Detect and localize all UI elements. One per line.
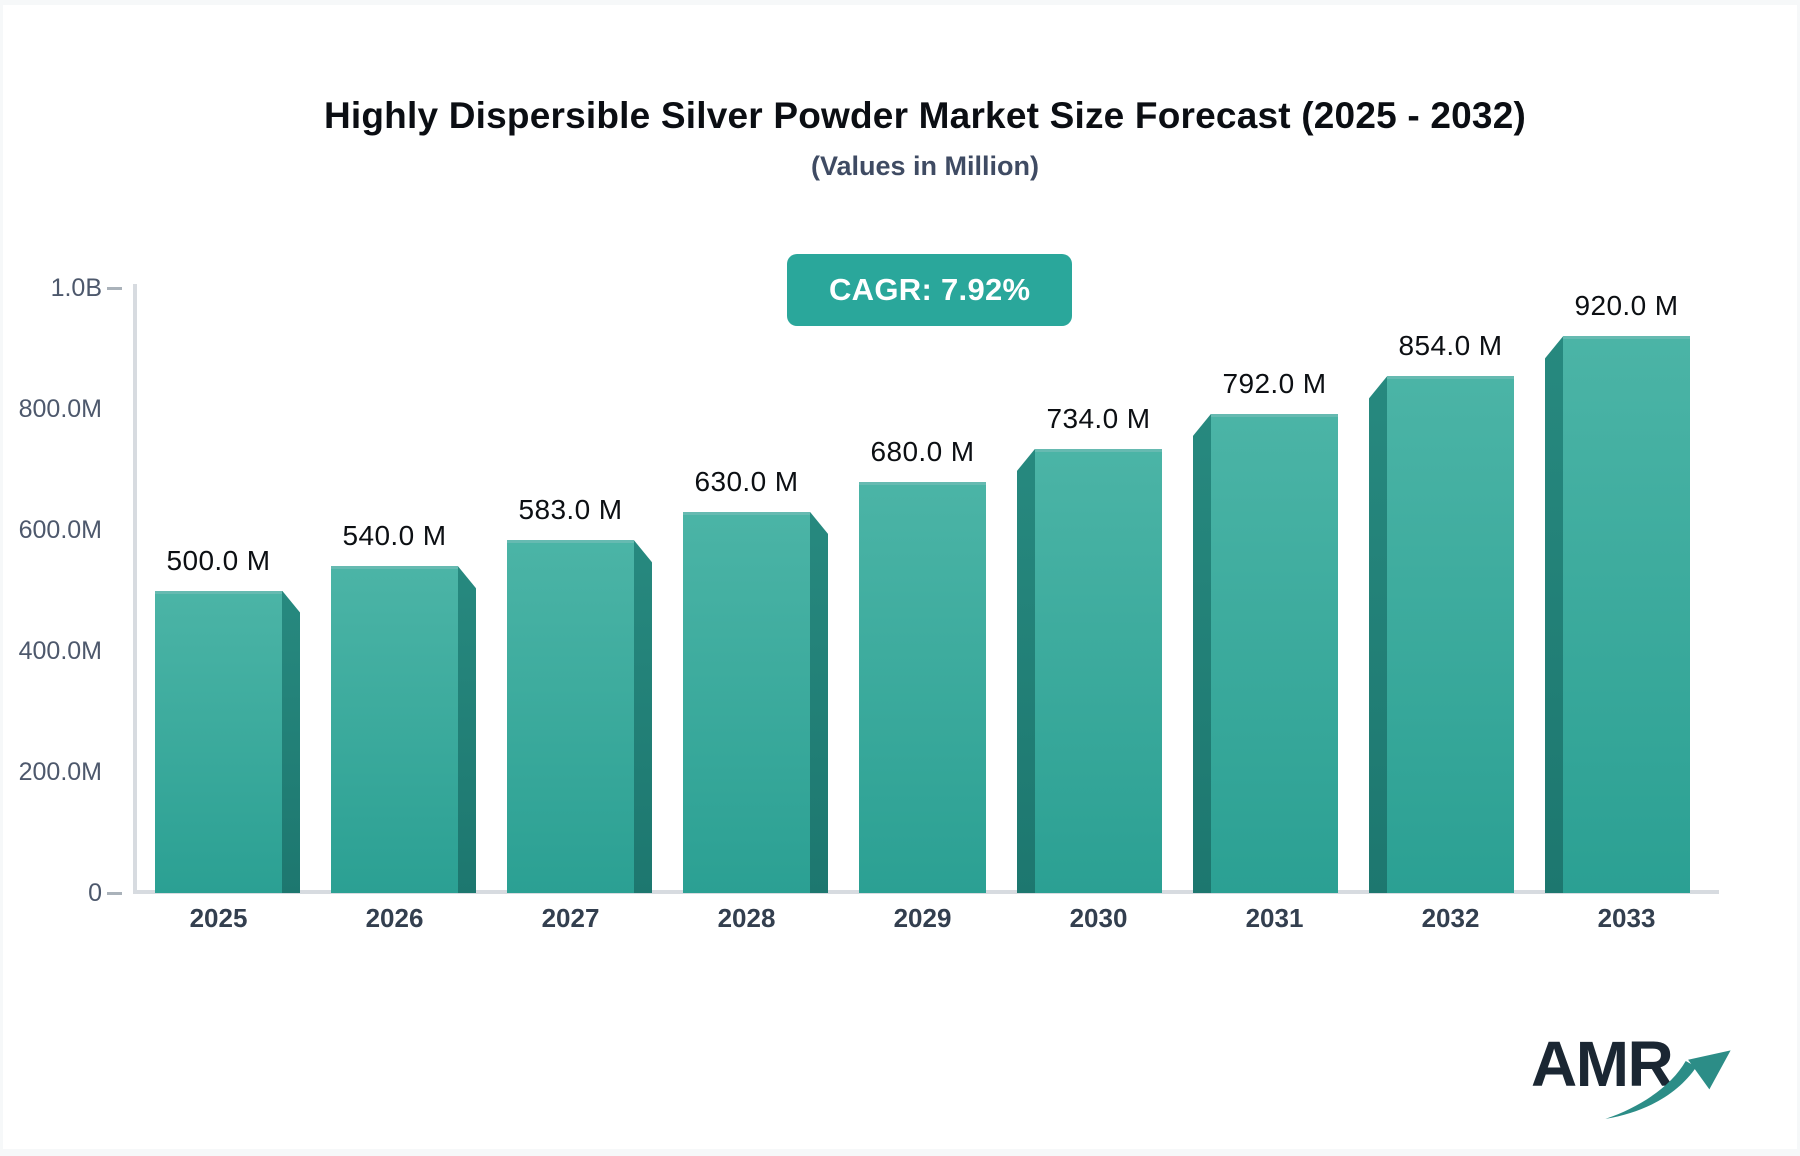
bar-side-panel-2032 <box>1369 376 1387 893</box>
bar-side-panel-2033 <box>1545 336 1563 893</box>
bar-value-label-2029: 680.0 M <box>870 435 975 467</box>
bar-2032 <box>1387 376 1514 893</box>
x-axis-label-2025: 2025 <box>189 903 248 933</box>
amr-logo: AMR <box>1531 1027 1741 1127</box>
bar-value-label-2031: 792.0 M <box>1222 367 1327 399</box>
y-tick-mark-0 <box>107 891 122 895</box>
chart-subtitle: (Values in Million) <box>810 151 1040 181</box>
chart-header: Highly Dispersible Silver Powder Market … <box>3 5 1797 181</box>
y-tick-label-600.0M: 600.0M <box>18 516 102 544</box>
bar-2025 <box>155 590 282 893</box>
x-axis-label-2030: 2030 <box>1069 903 1128 933</box>
y-tick-mark-1.0B <box>107 286 122 290</box>
bar-2028 <box>683 511 810 893</box>
bar-side-panel-2030 <box>1017 448 1035 893</box>
bar-side-panel-2028 <box>810 511 828 893</box>
bar-side-panel-2031 <box>1193 413 1211 893</box>
bar-2033 <box>1563 336 1690 893</box>
chart-title: Highly Dispersible Silver Powder Market … <box>323 95 1526 136</box>
bar-2030 <box>1035 448 1162 893</box>
bar-value-label-2027: 583.0 M <box>518 494 623 526</box>
growth-arrow-icon <box>1605 1050 1731 1119</box>
bar-2026 <box>331 566 458 893</box>
bar-value-label-2025: 500.0 M <box>166 544 271 576</box>
y-tick-label-400.0M: 400.0M <box>18 637 102 665</box>
x-axis-label-2027: 2027 <box>541 903 600 933</box>
bar-2031 <box>1211 413 1338 893</box>
bar-2027 <box>507 540 634 893</box>
bar-value-label-2028: 630.0 M <box>694 465 799 497</box>
y-tick-label-0: 0 <box>88 879 102 907</box>
bar-value-label-2032: 854.0 M <box>1398 330 1503 362</box>
amr-logo-text: AMR <box>1531 1028 1674 1100</box>
bar-2029 <box>859 481 986 893</box>
cagr-badge: CAGR: 7.92% <box>787 254 1073 326</box>
bar-side-panel-2027 <box>634 540 652 893</box>
x-axis-label-2033: 2033 <box>1597 903 1656 933</box>
chart-canvas: Highly Dispersible Silver Powder Market … <box>3 5 1797 1149</box>
bar-chart-plot: 1.0B 800.0M 600.0M 400.0M 200.0M 0 500.0 M 2025… <box>3 5 1797 1149</box>
y-tick-label-1.0B: 1.0B <box>50 274 102 302</box>
x-axis-label-2028: 2028 <box>717 903 776 933</box>
x-axis-label-2029: 2029 <box>893 903 952 933</box>
bar-value-label-2026: 540.0 M <box>342 520 447 552</box>
x-axis-label-2032: 2032 <box>1421 903 1480 933</box>
x-axis-label-2031: 2031 <box>1245 903 1304 933</box>
bar-value-label-2033: 920.0 M <box>1574 290 1679 322</box>
bar-side-panel-2025 <box>282 590 300 893</box>
y-axis-line <box>133 284 137 894</box>
y-tick-label-800.0M: 800.0M <box>18 395 102 423</box>
bar-value-label-2030: 734.0 M <box>1046 402 1151 434</box>
y-tick-label-200.0M: 200.0M <box>18 758 102 786</box>
x-axis-label-2026: 2026 <box>365 903 424 933</box>
bar-side-panel-2026 <box>458 566 476 893</box>
